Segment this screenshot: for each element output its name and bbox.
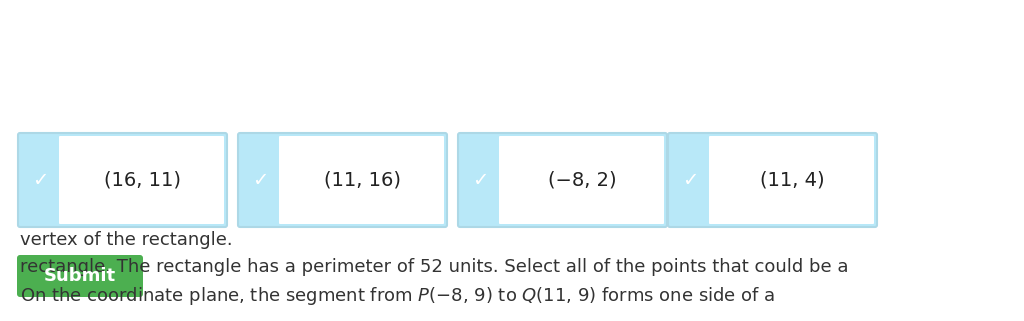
FancyBboxPatch shape (458, 133, 667, 227)
Text: ✓: ✓ (472, 170, 488, 189)
FancyBboxPatch shape (59, 136, 224, 224)
Text: ✓: ✓ (252, 170, 268, 189)
FancyBboxPatch shape (238, 133, 447, 227)
Text: rectangle. The rectangle has a perimeter of 52 units. Select all of the points t: rectangle. The rectangle has a perimeter… (20, 258, 849, 276)
Text: (11, 16): (11, 16) (324, 170, 401, 189)
Text: ✓: ✓ (32, 170, 48, 189)
Text: (−8, 2): (−8, 2) (548, 170, 616, 189)
Text: (16, 11): (16, 11) (104, 170, 181, 189)
Text: Submit: Submit (44, 267, 116, 285)
Text: ✓: ✓ (682, 170, 698, 189)
FancyBboxPatch shape (668, 133, 877, 227)
Text: vertex of the rectangle.: vertex of the rectangle. (20, 231, 232, 249)
FancyBboxPatch shape (709, 136, 874, 224)
FancyBboxPatch shape (279, 136, 444, 224)
FancyBboxPatch shape (18, 133, 227, 227)
FancyBboxPatch shape (17, 255, 143, 297)
Text: (11, 4): (11, 4) (760, 170, 824, 189)
FancyBboxPatch shape (499, 136, 664, 224)
Text: On the coordinate plane, the segment from $P$(−8, 9) to $Q$(11, 9) forms one sid: On the coordinate plane, the segment fro… (20, 285, 775, 307)
